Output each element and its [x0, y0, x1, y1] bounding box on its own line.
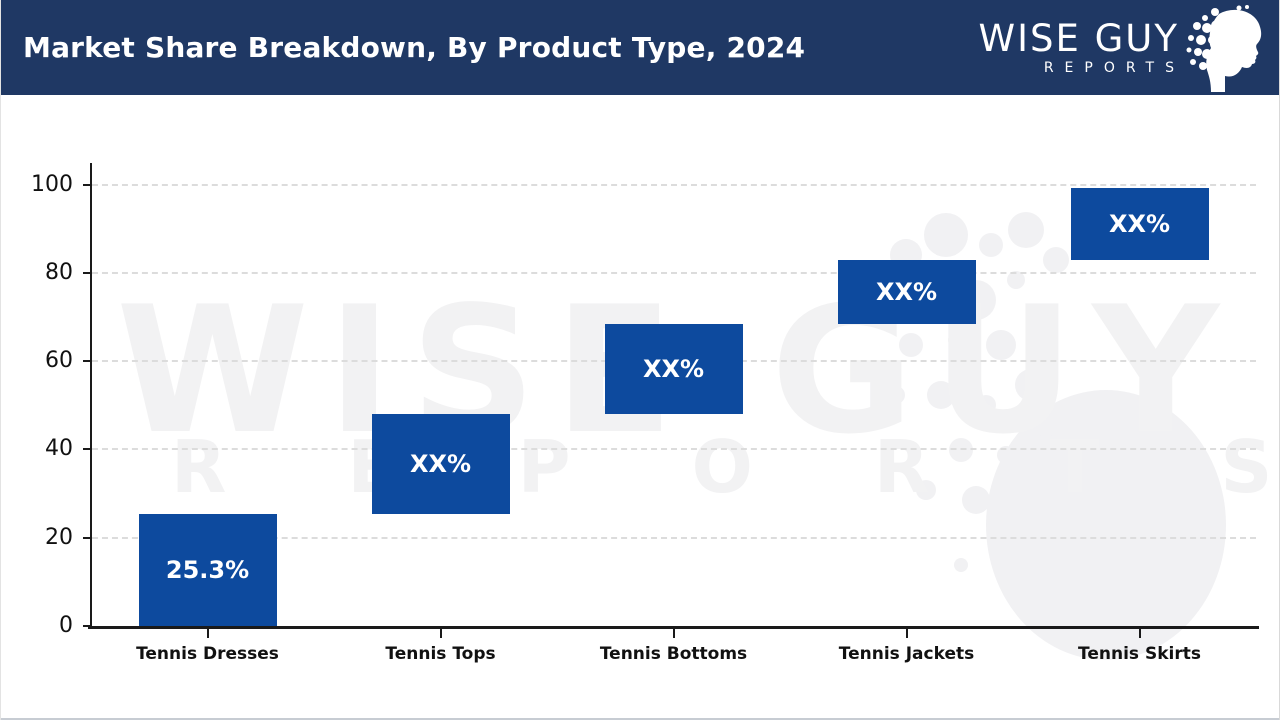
x-tick-mark	[1138, 629, 1141, 638]
category-label: Tennis Jackets	[838, 644, 975, 664]
bar	[138, 514, 277, 626]
bar	[604, 324, 743, 415]
y-tick-label: 80	[45, 259, 73, 285]
logo-face-icon	[1186, 5, 1262, 92]
category-label: Tennis Skirts	[1078, 644, 1201, 664]
y-tick-label: 0	[59, 613, 73, 638]
gridline	[92, 536, 1256, 539]
bar-value-label: 25.3%	[165, 556, 250, 585]
y-tick-mark	[83, 360, 91, 363]
y-tick-mark	[83, 448, 91, 451]
category-label: Tennis Tops	[385, 644, 496, 664]
y-tick-mark	[83, 536, 91, 539]
watermark-subtitle: R E P O R T S	[171, 425, 1280, 509]
y-tick-mark	[83, 183, 91, 186]
x-axis-line	[88, 626, 1259, 629]
bar-value-label: XX%	[642, 355, 705, 384]
y-tick-label: 60	[45, 348, 73, 374]
bar	[837, 260, 976, 325]
x-tick-mark	[905, 629, 908, 638]
bar	[371, 414, 510, 515]
logo-text: WISE GUY REPORTS	[978, 17, 1179, 76]
y-tick-mark	[83, 271, 91, 274]
logo-subtitle: REPORTS	[1043, 59, 1185, 76]
bar	[1070, 187, 1209, 261]
gridline	[92, 183, 1256, 186]
logo-wordmark: WISE GUY	[978, 17, 1179, 61]
wise-guy-logo: WISE GUY REPORTS	[979, 4, 1267, 92]
page-title: Market Share Breakdown, By Product Type,…	[23, 31, 806, 64]
y-axis-line	[90, 162, 92, 628]
header: Market Share Breakdown, By Product Type,…	[1, 0, 1279, 95]
bar-value-label: XX%	[409, 450, 472, 479]
gridline	[92, 448, 1256, 451]
y-tick-label: 40	[45, 436, 73, 462]
chart: WISE GUY R E P O R T S 0 20 40 60 80 100 25.3%…	[1, 95, 1280, 718]
x-tick-mark	[206, 629, 209, 638]
bar-value-label: XX%	[1108, 210, 1171, 238]
y-tick-label: 100	[31, 171, 73, 197]
x-tick-mark	[439, 629, 442, 638]
category-label: Tennis Bottoms	[599, 644, 748, 664]
y-tick-mark	[83, 625, 91, 627]
gridline	[92, 271, 1256, 274]
y-tick-label: 20	[45, 524, 73, 550]
bar-value-label: XX%	[875, 278, 938, 307]
bottom-border	[1, 718, 1279, 720]
x-tick-mark	[672, 629, 675, 638]
category-label: Tennis Dresses	[136, 644, 279, 664]
